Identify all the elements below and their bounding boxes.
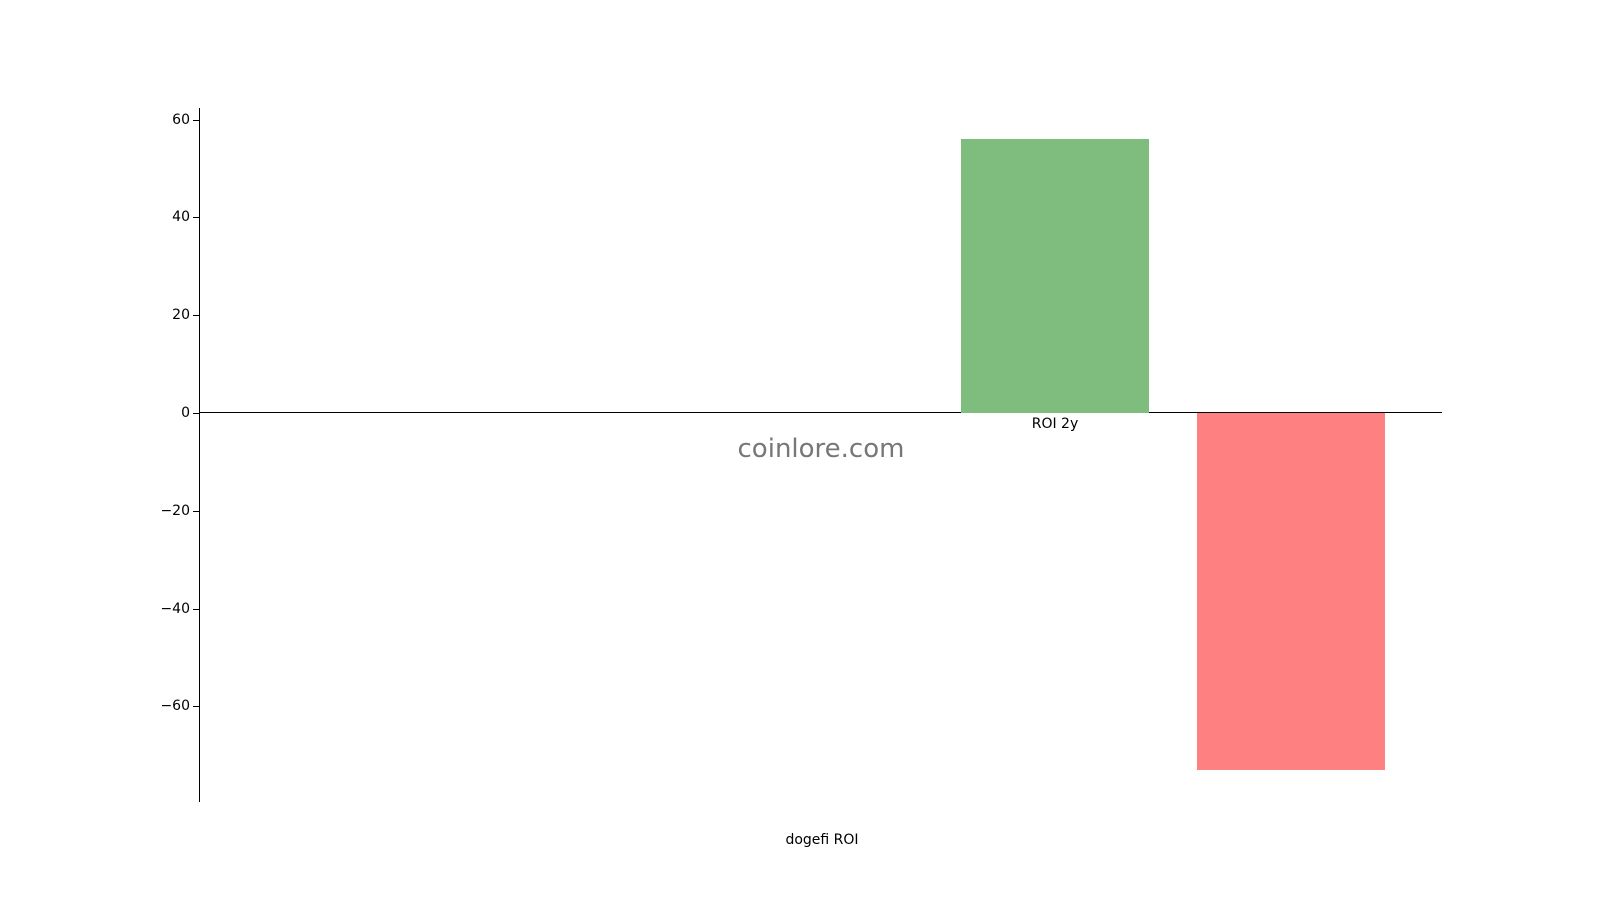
y-axis-spine [199, 108, 200, 802]
y-tick-label: −60 [160, 698, 190, 715]
y-tick-mark [193, 706, 200, 707]
y-tick-mark [193, 217, 200, 218]
y-tick-mark [193, 413, 200, 414]
y-tick-label: −40 [160, 600, 190, 617]
bar-unlabeled-1 [1197, 413, 1385, 771]
y-tick-label: 40 [172, 209, 190, 226]
y-tick-mark [193, 511, 200, 512]
y-tick-label: 0 [181, 405, 190, 421]
y-tick-label: 20 [172, 307, 190, 324]
y-tick-mark [193, 120, 200, 121]
y-tick-mark [193, 609, 200, 610]
x-tick-label: ROI 2y [1031, 416, 1079, 432]
watermark: coinlore.com [737, 434, 905, 464]
x-axis-zero-line [199, 412, 1442, 413]
bar-roi-2y [961, 139, 1149, 413]
y-tick-label: 60 [172, 111, 190, 128]
y-tick-mark [193, 315, 200, 316]
x-axis-title: dogefi ROI [785, 832, 859, 848]
y-tick-label: −20 [160, 502, 190, 519]
